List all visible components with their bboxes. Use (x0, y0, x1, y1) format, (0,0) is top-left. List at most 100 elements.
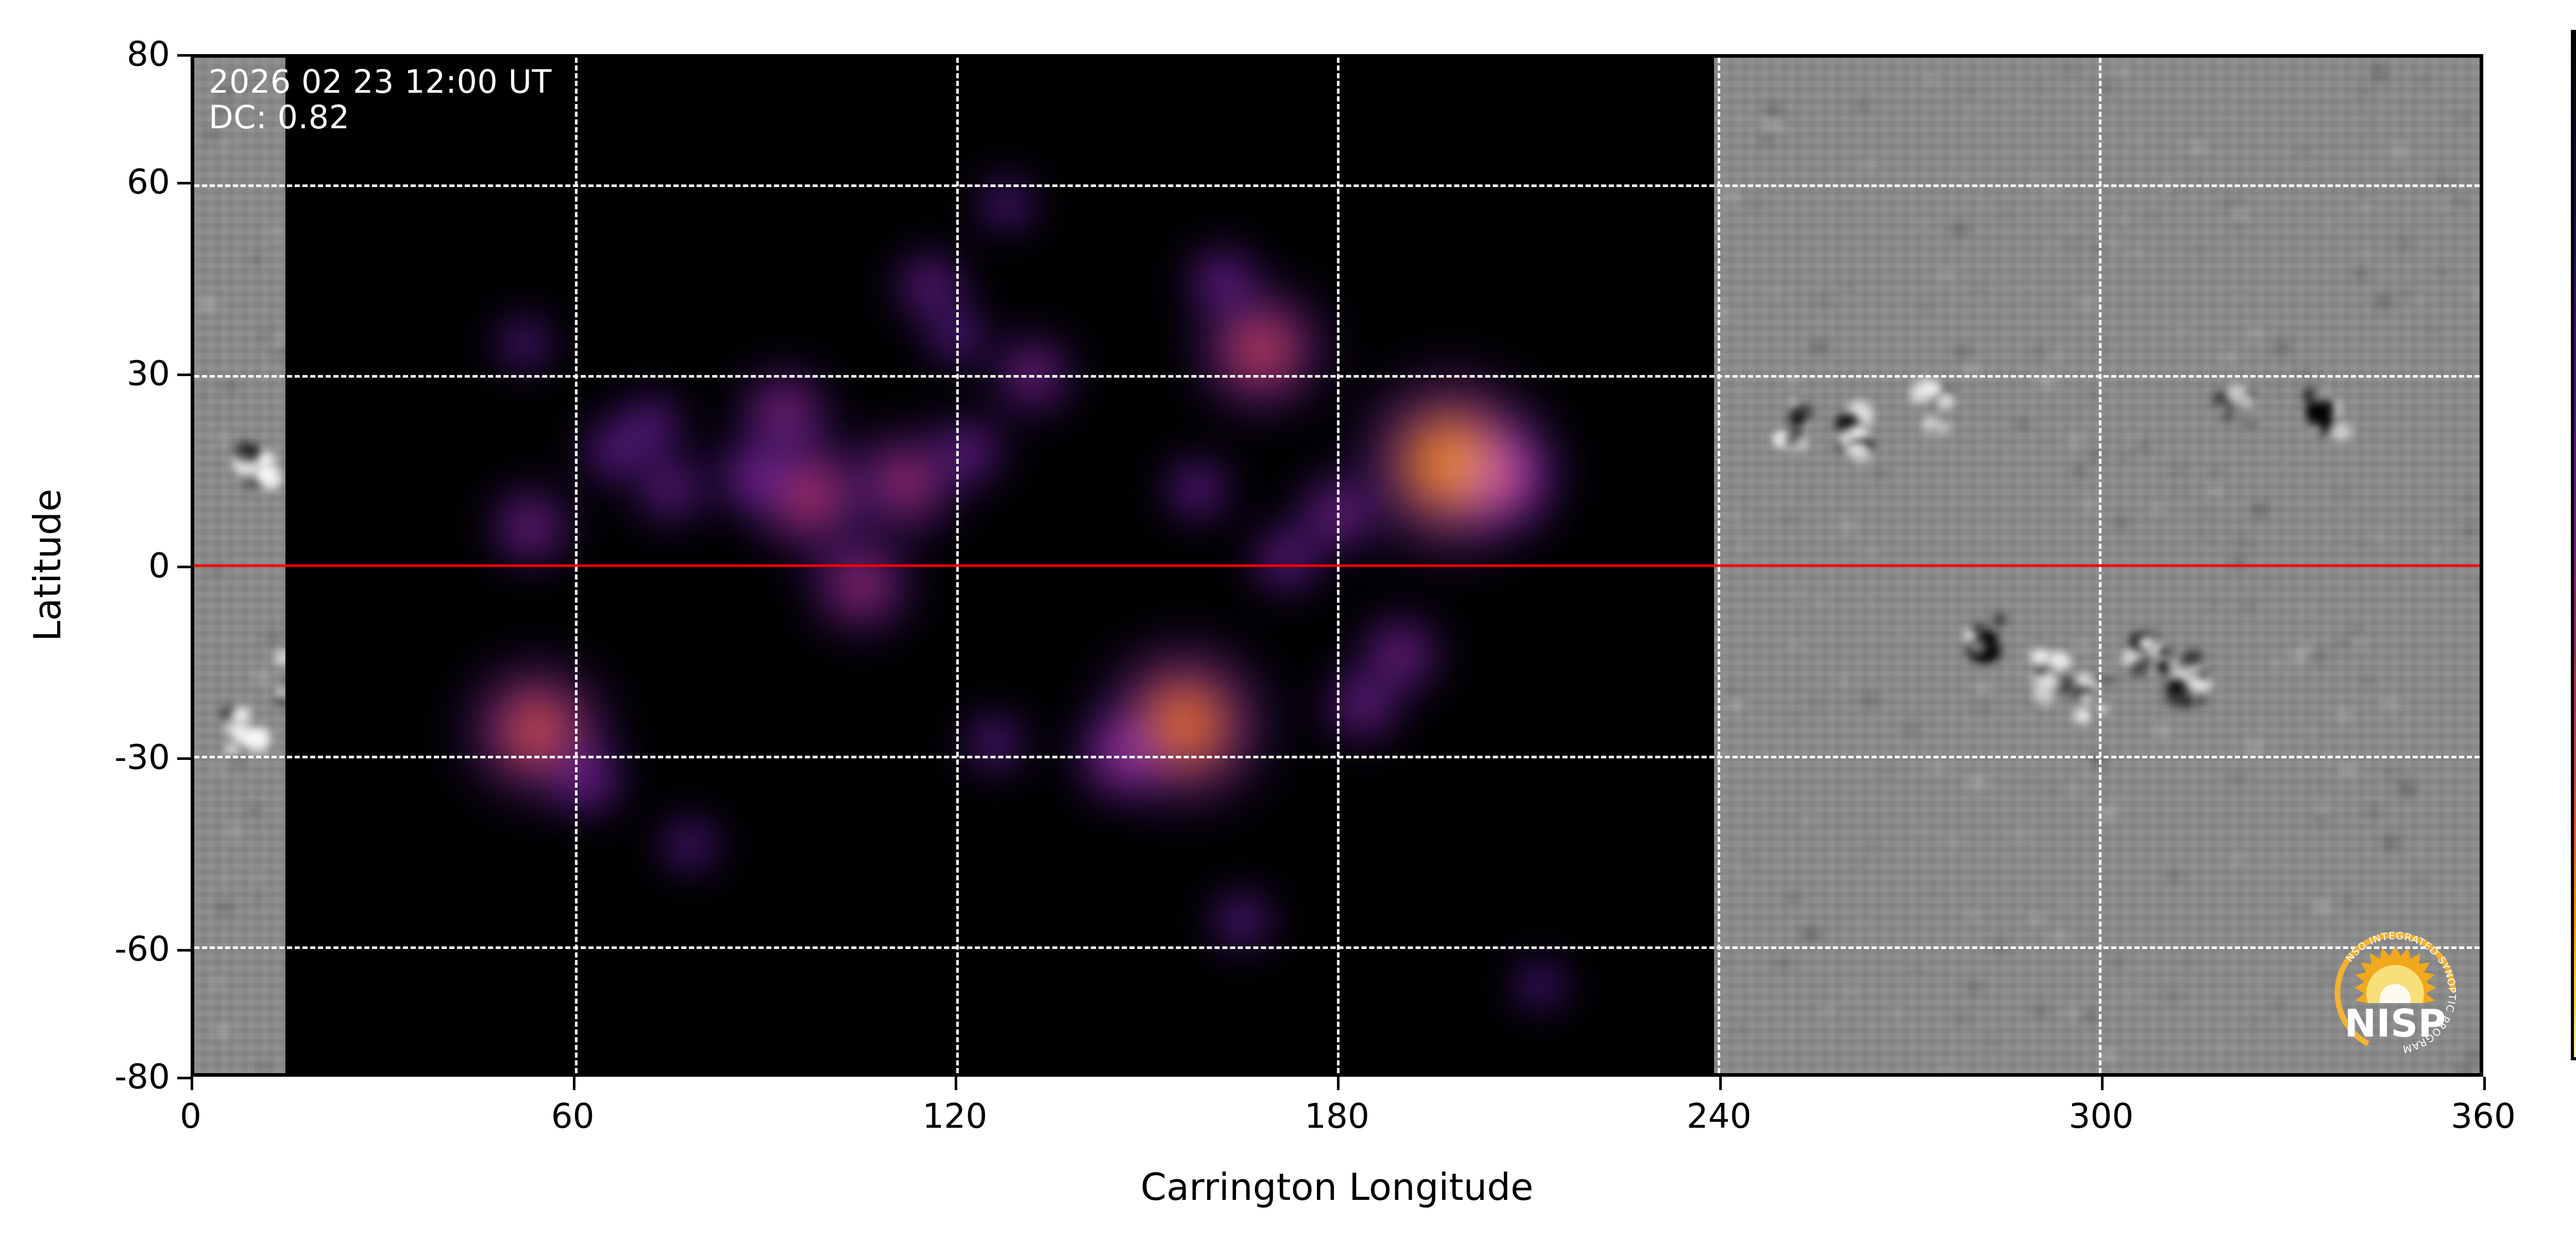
frontside-magnetic-patch (1814, 293, 1832, 308)
frontside-magnetic-patch (1785, 374, 1799, 385)
frontside-magnetic-patch (2262, 580, 2268, 584)
frontside-magnetic-patch (2036, 115, 2042, 120)
frontside-magnetic-patch (1896, 630, 1903, 635)
frontside-magnetic-patch (2038, 374, 2056, 388)
frontside-magnetic-patch (1878, 767, 1889, 776)
frontside-magnetic-patch (2119, 395, 2128, 402)
x-tick-label: 120 (922, 1096, 987, 1136)
frontside-magnetic-patch (2297, 146, 2308, 155)
frontside-magnetic-patch (2099, 806, 2117, 820)
frontside-magnetic-patch (2096, 705, 2108, 714)
frontside-magnetic-patch (2339, 534, 2344, 538)
frontside-magnetic-patch (2037, 82, 2043, 88)
frontside-magnetic-patch (1992, 614, 2007, 625)
frontside-magnetic-patch (2273, 341, 2291, 355)
frontside-magnetic-patch (2170, 462, 2188, 476)
frontside-magnetic-patch (2071, 448, 2078, 453)
x-tick-label: 360 (2451, 1096, 2516, 1136)
frontside-magnetic-patch (2114, 517, 2128, 529)
frontside-magnetic-patch (2251, 503, 2269, 517)
farside-active-region (976, 176, 1038, 232)
frontside-magnetic-patch (223, 381, 238, 393)
frontside-magnetic-patch (2168, 871, 2181, 881)
y-tick-label: 60 (127, 162, 170, 202)
farside-active-region (923, 307, 989, 367)
frontside-magnetic-patch (2357, 540, 2366, 548)
frontside-magnetic-patch (1929, 761, 1944, 773)
frontside-magnetic-patch (268, 226, 283, 238)
frontside-magnetic-patch (2126, 965, 2133, 971)
frontside-magnetic-patch (2123, 991, 2136, 1002)
frontside-magnetic-patch (1979, 199, 1990, 209)
frontside-magnetic-patch (1821, 1005, 1833, 1015)
frontside-magnetic-patch (1917, 219, 1930, 230)
nisp-logo-icon: NSO INTEGRATED SYNOPTIC PROGRAM NISP (2328, 926, 2462, 1060)
frontside-magnetic-patch (1845, 449, 1860, 461)
frontside-magnetic-patch (1844, 283, 1850, 288)
plot-area[interactable]: 2026 02 23 12:00 UT DC: 0.82 NSO INTEGRA… (191, 54, 2483, 1077)
frontside-magnetic-patch (233, 442, 259, 463)
frontside-magnetic-patch (1737, 386, 1746, 394)
frontside-magnetic-patch (2251, 747, 2261, 755)
frontside-magnetic-patch (1951, 223, 1968, 236)
nisp-acronym: NISP (2345, 1002, 2446, 1046)
frontside-magnetic-patch (2136, 655, 2155, 671)
frontside-magnetic-patch (1976, 682, 1990, 693)
frontside-magnetic-patch (252, 895, 262, 903)
farside-active-region (1209, 891, 1275, 951)
frontside-magnetic-patch (215, 1024, 230, 1037)
frontside-magnetic-patch (2402, 290, 2412, 297)
frontside-magnetic-patch (2078, 692, 2094, 705)
frontside-magnetic-patch (2033, 175, 2042, 183)
frontside-magnetic-patch (2032, 346, 2045, 357)
frontside-magnetic-patch (2184, 161, 2194, 169)
frontside-magnetic-patch (2257, 719, 2266, 726)
farside-colorbar[interactable] (2571, 30, 2576, 1060)
frontside-magnetic-patch (2181, 705, 2189, 711)
frontside-magnetic-patch (2183, 956, 2193, 963)
y-tick (177, 566, 191, 568)
frontside-magnetic-patch (225, 824, 243, 839)
farside-active-region (931, 417, 1006, 486)
frontside-magnetic-patch (2197, 531, 2204, 537)
frontside-magnetic-patch (2011, 693, 2016, 698)
frontside-magnetic-patch (2061, 900, 2074, 910)
frontside-magnetic-patch (2029, 913, 2043, 925)
frontside-magnetic-patch (1868, 841, 1878, 850)
frontside-magnetic-patch (2172, 727, 2179, 734)
frontside-magnetic-patch (2026, 777, 2033, 783)
frontside-magnetic-patch (1759, 134, 1773, 145)
frontside-magnetic-patch (2462, 525, 2478, 537)
frontside-magnetic-patch (2063, 235, 2081, 250)
frontside-magnetic-patch (1926, 75, 1937, 83)
frontside-magnetic-patch (198, 297, 216, 311)
frontside-magnetic-patch (1788, 639, 1802, 650)
frontside-magnetic-patch (1968, 775, 1987, 789)
frontside-magnetic-patch (2433, 198, 2450, 212)
frontside-magnetic-patch (2212, 468, 2221, 475)
frontside-magnetic-patch (2046, 785, 2058, 795)
frontside-magnetic-patch (2170, 189, 2179, 196)
frontside-magnetic-patch (1974, 701, 1992, 716)
frontside-magnetic-patch (2089, 935, 2096, 940)
frontside-magnetic-patch (2032, 1004, 2048, 1017)
frontside-magnetic-patch (2436, 172, 2454, 186)
frontside-magnetic-patch (1727, 686, 1741, 697)
frontside-magnetic-patch (2004, 664, 2022, 678)
y-tick (177, 949, 191, 952)
frontside-magnetic-patch (1724, 190, 1739, 202)
frontside-magnetic-patch (1913, 968, 1919, 973)
frontside-magnetic-patch (2414, 298, 2422, 305)
frontside-magnetic-patch (1838, 677, 1848, 685)
frontside-magnetic-patch (2050, 351, 2064, 362)
frontside-magnetic-patch (2176, 487, 2185, 495)
farside-active-region (494, 315, 555, 371)
frontside-magnetic-patch (2077, 674, 2090, 684)
farside-active-region (1358, 615, 1443, 693)
frontside-magnetic-patch (1967, 982, 1980, 993)
x-tick-label: 0 (180, 1096, 201, 1136)
frontside-magnetic-patch (2067, 433, 2084, 447)
frontside-magnetic-patch (2438, 268, 2448, 276)
frontside-magnetic-patch (2415, 877, 2423, 883)
frontside-magnetic-patch (2062, 64, 2076, 75)
